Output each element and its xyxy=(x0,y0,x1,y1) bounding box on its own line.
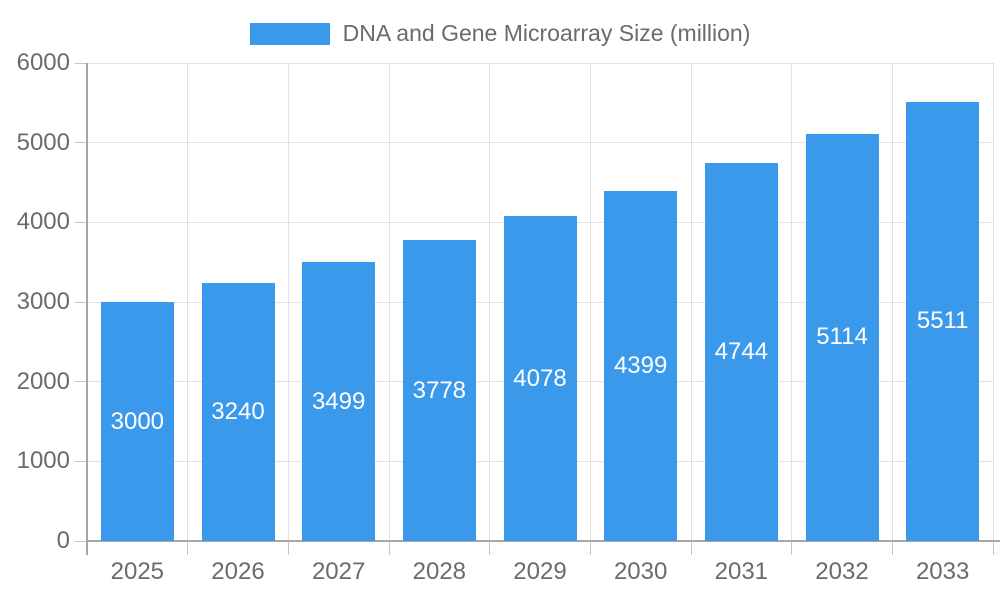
bar-2027[interactable]: 3499 xyxy=(302,262,376,541)
x-axis-tick xyxy=(388,541,390,555)
legend-label: DNA and Gene Microarray Size (million) xyxy=(342,20,751,46)
y-axis-line xyxy=(86,63,88,555)
bar-value-label: 5511 xyxy=(916,307,969,335)
y-axis-label: 4000 xyxy=(16,208,70,236)
bar-2033[interactable]: 5511 xyxy=(906,101,980,541)
x-axis-tick xyxy=(187,541,189,555)
x-axis-tick xyxy=(489,541,491,555)
x-axis-label: 2027 xyxy=(311,558,366,585)
gridline-horizontal xyxy=(87,62,993,64)
bar-value-label: 3778 xyxy=(412,376,467,404)
x-axis-tick xyxy=(287,541,289,555)
bar-2028[interactable]: 3778 xyxy=(402,240,476,541)
y-axis-label: 2000 xyxy=(16,367,70,395)
x-axis-label: 2030 xyxy=(613,558,668,585)
legend-item[interactable]: DNA and Gene Microarray Size (million) xyxy=(249,20,751,47)
x-axis-label: 2026 xyxy=(211,558,265,585)
y-axis-label: 6000 xyxy=(16,49,70,76)
x-axis-label: 2032 xyxy=(815,558,869,585)
x-axis-line xyxy=(86,540,1000,542)
bar-2025[interactable]: 3000 xyxy=(100,302,174,541)
bar-value-label: 4744 xyxy=(714,338,769,366)
gridline-vertical xyxy=(992,63,994,541)
bar-value-label: 5114 xyxy=(816,323,868,351)
bar-value-label: 3240 xyxy=(211,397,265,425)
x-axis-tick xyxy=(791,541,793,555)
y-axis-tick xyxy=(75,381,87,383)
x-axis-tick xyxy=(891,541,893,555)
y-axis-label: 1000 xyxy=(16,447,70,475)
gridline-vertical xyxy=(690,63,692,541)
y-axis-tick xyxy=(75,540,87,542)
gridline-vertical xyxy=(791,63,793,541)
x-axis-tick xyxy=(589,541,591,555)
y-axis-tick xyxy=(75,460,87,462)
y-axis-tick xyxy=(75,221,87,223)
bar-2032[interactable]: 5114 xyxy=(805,133,879,541)
y-axis-label: 3000 xyxy=(16,288,70,315)
bar-value-label: 4399 xyxy=(613,351,668,379)
x-axis-label: 2033 xyxy=(915,558,970,585)
y-axis-label: 0 xyxy=(56,527,70,554)
bar-2031[interactable]: 4744 xyxy=(704,163,778,541)
gridline-vertical xyxy=(388,63,390,541)
x-axis-label: 2025 xyxy=(110,558,165,585)
y-axis-tick xyxy=(75,142,87,144)
x-axis-label: 2029 xyxy=(513,558,567,585)
y-axis-tick xyxy=(75,301,87,303)
x-axis-tick xyxy=(992,541,994,555)
x-axis-label: 2031 xyxy=(714,558,769,585)
chart-legend: DNA and Gene Microarray Size (million) xyxy=(0,20,1000,47)
gridline-vertical xyxy=(489,63,491,541)
y-axis-label: 5000 xyxy=(16,128,70,156)
gridline-vertical xyxy=(891,63,893,541)
gridline-vertical xyxy=(187,63,189,541)
x-axis-label: 2028 xyxy=(412,558,467,585)
legend-swatch-icon xyxy=(249,22,330,45)
bar-value-label: 4078 xyxy=(513,364,567,392)
x-axis-tick xyxy=(690,541,692,555)
bar-2026[interactable]: 3240 xyxy=(201,282,275,541)
bar-2030[interactable]: 4399 xyxy=(604,190,678,541)
y-axis-tick xyxy=(75,62,87,64)
gridline-vertical xyxy=(589,63,591,541)
gridline-horizontal xyxy=(87,142,993,144)
bar-value-label: 3499 xyxy=(311,387,366,415)
bar-2029[interactable]: 4078 xyxy=(503,216,577,541)
bar-value-label: 3000 xyxy=(110,407,165,435)
gridline-vertical xyxy=(287,63,289,541)
